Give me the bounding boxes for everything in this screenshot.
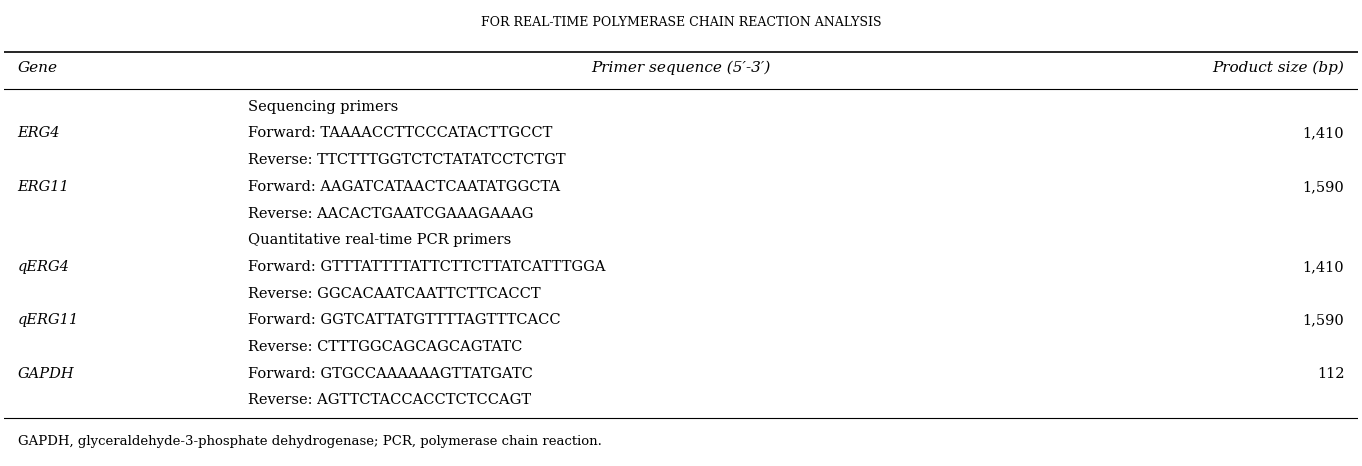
Text: Forward: GGTCATTATGTTTTAGTTTCACC: Forward: GGTCATTATGTTTTAGTTTCACC (248, 313, 560, 327)
Text: Primer sequence (5′-3′): Primer sequence (5′-3′) (591, 61, 771, 75)
Text: Forward: AAGATCATAACTCAATATGGCTA: Forward: AAGATCATAACTCAATATGGCTA (248, 180, 560, 194)
Text: 1,410: 1,410 (1302, 260, 1344, 274)
Text: GAPDH, glyceraldehyde-3-phosphate dehydrogenase; PCR, polymerase chain reaction.: GAPDH, glyceraldehyde-3-phosphate dehydr… (18, 435, 602, 448)
Text: Reverse: AACACTGAATCGAAAGAAAG: Reverse: AACACTGAATCGAAAGAAAG (248, 206, 534, 220)
Text: Product size (bp): Product size (bp) (1212, 61, 1344, 75)
Text: ERG11: ERG11 (18, 180, 69, 194)
Text: ERG4: ERG4 (18, 126, 60, 140)
Text: 112: 112 (1317, 367, 1344, 381)
Text: 1,410: 1,410 (1302, 126, 1344, 140)
Text: Reverse: AGTTCTACCACCTCTCCAGT: Reverse: AGTTCTACCACCTCTCCAGT (248, 393, 531, 407)
Text: qERG4: qERG4 (18, 260, 69, 274)
Text: Gene: Gene (18, 61, 57, 75)
Text: Forward: GTGCCAAAAAAGTTATGATC: Forward: GTGCCAAAAAAGTTATGATC (248, 367, 533, 381)
Text: FOR REAL-TIME POLYMERASE CHAIN REACTION ANALYSIS: FOR REAL-TIME POLYMERASE CHAIN REACTION … (481, 15, 881, 28)
Text: 1,590: 1,590 (1302, 313, 1344, 327)
Text: qERG11: qERG11 (18, 313, 79, 327)
Text: 1,590: 1,590 (1302, 180, 1344, 194)
Text: Sequencing primers: Sequencing primers (248, 100, 398, 114)
Text: Reverse: TTCTTTGGTCTCTATATCCTCTGT: Reverse: TTCTTTGGTCTCTATATCCTCTGT (248, 153, 565, 167)
Text: Forward: GTTTATTTTATTCTTCTTATCATTTGGA: Forward: GTTTATTTTATTCTTCTTATCATTTGGA (248, 260, 605, 274)
Text: Quantitative real-time PCR primers: Quantitative real-time PCR primers (248, 233, 511, 247)
Text: Reverse: GGCACAATCAATTCTTCACCT: Reverse: GGCACAATCAATTCTTCACCT (248, 287, 541, 301)
Text: Reverse: CTTTGGCAGCAGCAGTATC: Reverse: CTTTGGCAGCAGCAGTATC (248, 340, 522, 354)
Text: GAPDH: GAPDH (18, 367, 75, 381)
Text: Forward: TAAAACCTTCCCATACTTGCCT: Forward: TAAAACCTTCCCATACTTGCCT (248, 126, 552, 140)
